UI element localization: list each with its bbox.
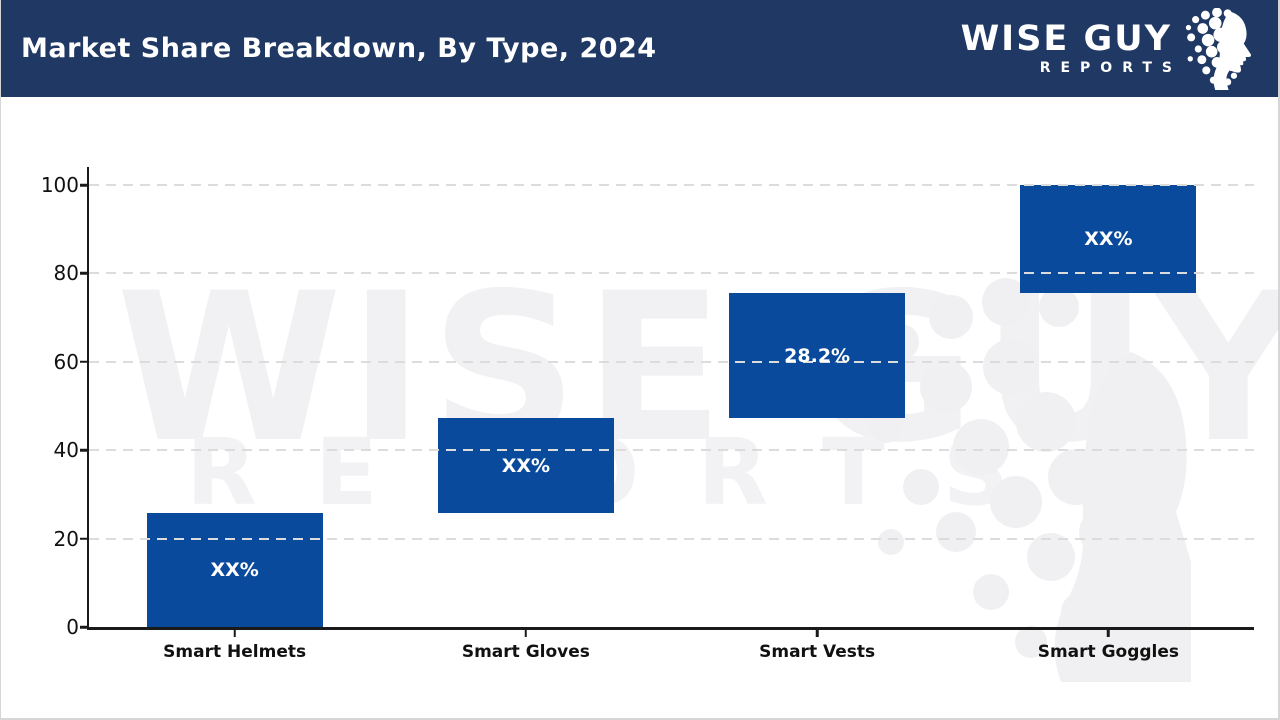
bar-value-label-smart-gloves: XX%: [501, 454, 551, 477]
x-tick-mark-smart-goggles: [1107, 629, 1110, 637]
y-tick-label-20: 20: [53, 526, 79, 551]
y-tick-mark-0: [80, 625, 88, 629]
x-category-label-smart-helmets: Smart Helmets: [163, 642, 307, 662]
y-axis-line: [86, 167, 89, 630]
x-tick-mark-smart-vests: [815, 629, 819, 637]
bar-smart-goggles: [1020, 185, 1197, 294]
x-tick-mark-smart-helmets: [233, 629, 236, 637]
y-tick-mark-80: [80, 272, 88, 275]
wiseguy-logo: WISE GUY REPORTS: [960, 7, 1260, 90]
gridline-40: [89, 449, 1254, 452]
market-share-chart: WISE GUY REPORTS XX% XX% 28.2% XX% 0 20 40 60 80…: [1, 97, 1280, 718]
chart-title: Market Share Breakdown, By Type, 2024: [21, 33, 657, 64]
gridline-20: [89, 537, 1254, 540]
x-axis-line: [86, 627, 1254, 630]
bar-value-label-smart-vests: 28.2%: [784, 344, 851, 367]
watermark-wordmark: WISE GUY: [116, 250, 1280, 488]
bar-smart-gloves: [437, 417, 614, 514]
x-tick-mark-smart-gloves: [524, 629, 528, 637]
bar-smart-vests: [729, 293, 906, 418]
y-tick-label-40: 40: [53, 438, 79, 463]
header-bar: Market Share Breakdown, By Type, 2024 WI…: [1, 0, 1278, 97]
x-category-label-smart-goggles: Smart Goggles: [1037, 642, 1180, 662]
gridline-100: [89, 184, 1254, 186]
y-tick-mark-100: [80, 183, 88, 187]
y-tick-label-0: 0: [66, 615, 79, 639]
wiseguy-logo-wordmark: WISE GUY: [960, 18, 1172, 59]
bar-smart-helmets: [146, 513, 323, 627]
y-tick-mark-20: [80, 537, 88, 540]
wiseguy-face-icon: [1185, 7, 1252, 90]
y-tick-label-100: 100: [40, 173, 79, 197]
x-category-label-smart-gloves: Smart Gloves: [461, 642, 590, 662]
gridline-80: [89, 272, 1254, 275]
wiseguy-logo-text: WISE GUY REPORTS: [960, 18, 1172, 76]
gridline-60: [89, 360, 1254, 363]
wiseguy-logo-subtext: REPORTS: [1039, 59, 1182, 76]
bar-value-label-smart-goggles: XX%: [1084, 228, 1133, 251]
bar-value-label-smart-helmets: XX%: [210, 559, 259, 582]
x-category-label-smart-vests: Smart Vests: [759, 642, 876, 662]
y-tick-mark-60: [80, 360, 88, 364]
y-tick-label-60: 60: [53, 349, 79, 374]
y-tick-label-80: 80: [53, 261, 79, 286]
y-tick-mark-40: [80, 448, 88, 452]
